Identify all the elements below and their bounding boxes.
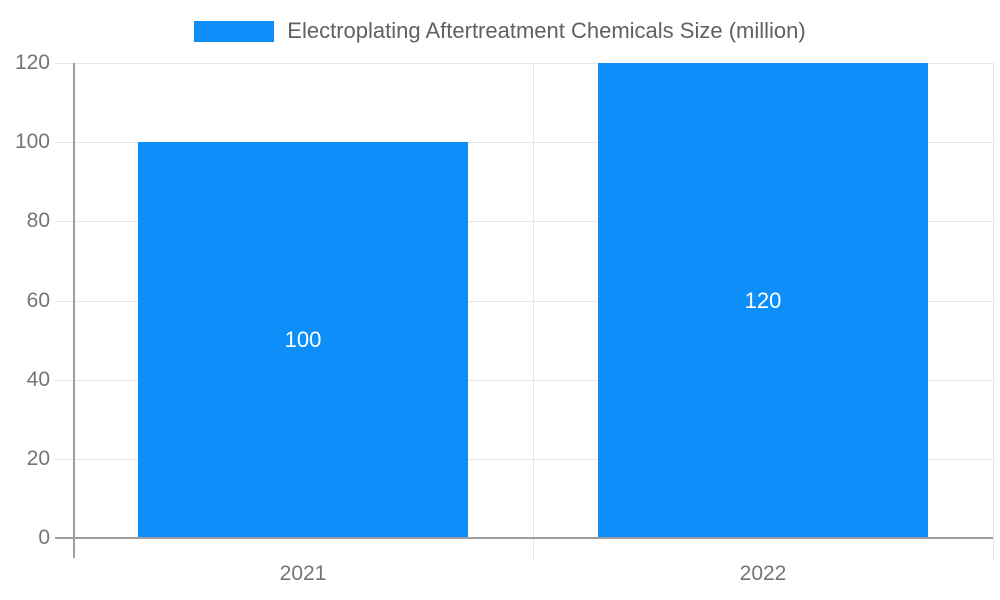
x-tick-label: 2022 <box>739 562 787 585</box>
gridline-y-100 <box>55 142 993 144</box>
y-tick-label: 60 <box>26 288 50 312</box>
x-axis-baseline <box>55 537 993 539</box>
gridline-y-40 <box>55 379 993 381</box>
gridline-y-20 <box>55 458 993 460</box>
category-separator <box>533 63 534 560</box>
category-separator <box>993 63 994 560</box>
gridline-y-120 <box>55 63 993 64</box>
y-tick-label: 120 <box>14 51 50 74</box>
y-tick-label: 20 <box>26 446 50 470</box>
legend[interactable]: Electroplating Aftertreatment Chemicals … <box>0 14 1000 48</box>
bar-value-label: 120 <box>744 287 782 313</box>
x-tick-label: 2021 <box>279 562 327 585</box>
gridline-y-80 <box>55 221 993 223</box>
legend-swatch-icon <box>194 20 275 42</box>
legend-label: Electroplating Aftertreatment Chemicals … <box>287 18 806 43</box>
gridline-y-60 <box>55 300 993 302</box>
bar-value-label: 100 <box>284 327 322 353</box>
y-tick-label: 40 <box>26 367 50 391</box>
y-tick-label: 0 <box>38 526 50 549</box>
bar-2022[interactable] <box>598 63 928 538</box>
y-tick-label: 100 <box>14 130 50 154</box>
bar-2021[interactable] <box>138 142 468 538</box>
y-tick-label: 80 <box>26 209 50 233</box>
y-axis-line <box>73 63 75 558</box>
